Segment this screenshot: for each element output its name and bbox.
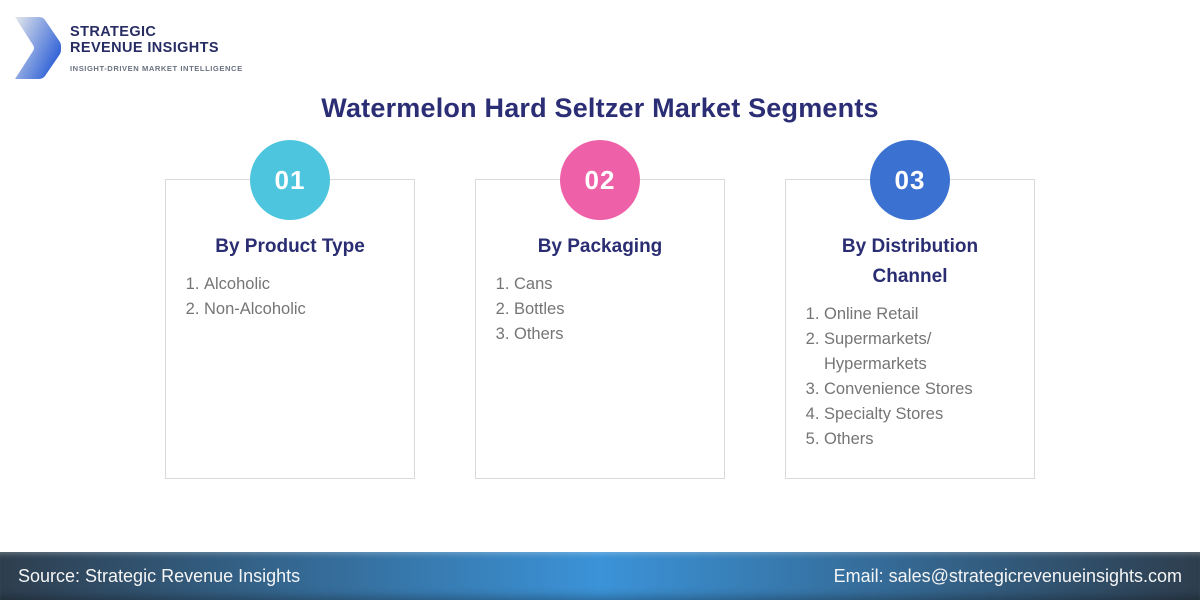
card-list: Online Retail Supermarkets/ Hypermarkets… <box>786 302 1034 452</box>
list-item: Others <box>824 427 1024 452</box>
card-number-badge: 01 <box>250 140 330 220</box>
list-item: Online Retail <box>824 302 1024 327</box>
card-number-badge: 02 <box>560 140 640 220</box>
footer-bar: Source: Strategic Revenue Insights Email… <box>0 552 1200 600</box>
list-item: Others <box>514 322 714 347</box>
cards-row: 01 By Product Type Alcoholic Non-Alcohol… <box>0 140 1200 479</box>
list-item: Convenience Stores <box>824 377 1024 402</box>
chevron-arrow-icon <box>15 17 61 79</box>
card-product-type: 01 By Product Type Alcoholic Non-Alcohol… <box>165 140 415 479</box>
card-title: By Packaging <box>537 236 663 257</box>
list-item: Specialty Stores <box>824 402 1024 427</box>
logo-tagline: INSIGHT-DRIVEN MARKET INTELLIGENCE <box>70 63 243 73</box>
card-number-badge: 03 <box>870 140 950 220</box>
card-title: By Product Type <box>215 236 365 257</box>
card-list: Cans Bottles Others <box>476 272 724 347</box>
card-distribution-channel: 03 By Distribution Channel Online Retail… <box>785 140 1035 479</box>
card-list: Alcoholic Non-Alcoholic <box>166 272 414 322</box>
footer-source-text: Source: Strategic Revenue Insights <box>18 565 301 586</box>
logo-line-1: STRATEGIC <box>70 23 157 40</box>
logo: STRATEGIC REVENUE INSIGHTS INSIGHT-DRIVE… <box>15 17 243 79</box>
card-packaging: 02 By Packaging Cans Bottles Others <box>475 140 725 479</box>
page-title: Watermelon Hard Seltzer Market Segments <box>321 93 879 123</box>
logo-line-2: REVENUE INSIGHTS <box>70 39 220 56</box>
list-item: Supermarkets/ Hypermarkets <box>824 327 1024 377</box>
list-item: Non-Alcoholic <box>204 297 404 322</box>
footer-email-text: Email: sales@strategicrevenueinsights.co… <box>833 565 1182 586</box>
list-item: Alcoholic <box>204 272 404 297</box>
list-item: Cans <box>514 272 714 297</box>
logo-text: STRATEGIC REVENUE INSIGHTS INSIGHT-DRIVE… <box>70 24 243 73</box>
card-title: By Distribution Channel <box>841 236 979 287</box>
list-item: Bottles <box>514 297 714 322</box>
